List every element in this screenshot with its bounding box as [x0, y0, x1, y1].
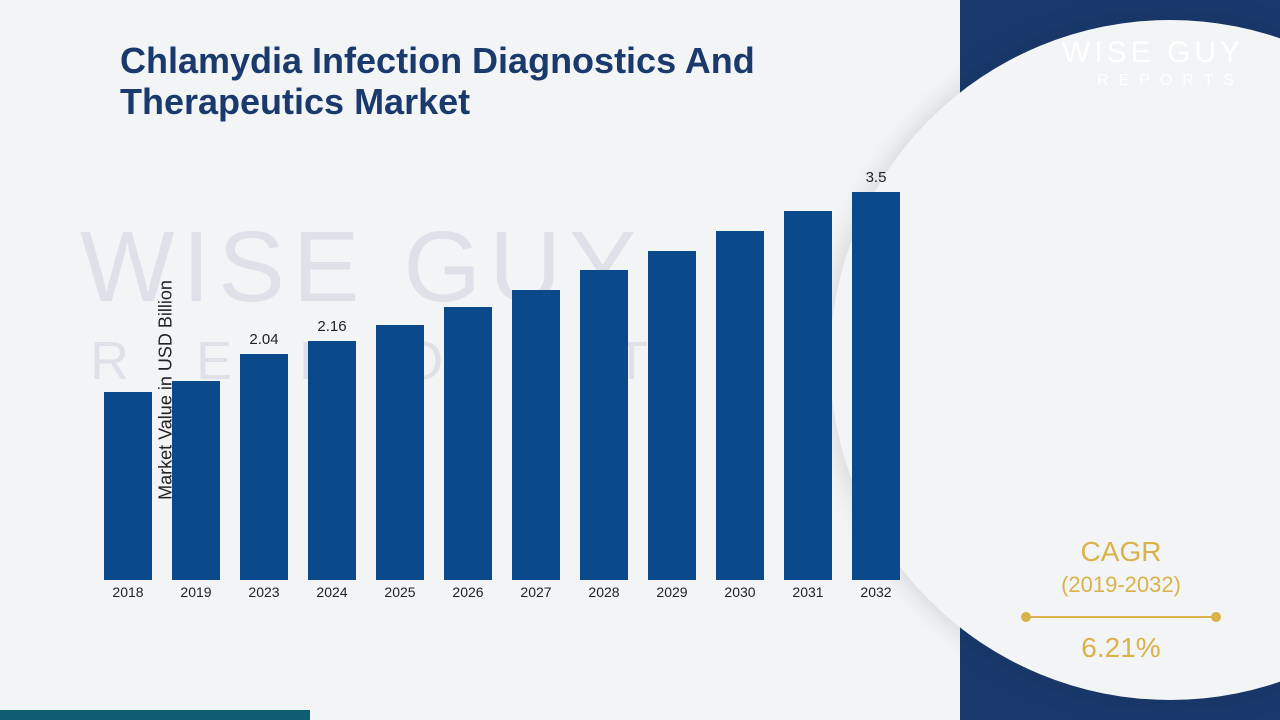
- x-tick-label: 2028: [580, 584, 628, 600]
- x-tick-label: 2032: [852, 584, 900, 600]
- footer-accent-bar: [0, 710, 310, 720]
- bar-slot: 3.5: [852, 170, 900, 580]
- bar: [240, 354, 288, 580]
- bar-value-label: 2.16: [317, 318, 346, 335]
- bar-slot: [444, 170, 492, 580]
- x-tick-label: 2027: [512, 584, 560, 600]
- bar: [172, 381, 220, 580]
- bar: [444, 307, 492, 580]
- bar-slot: [376, 170, 424, 580]
- bar: [580, 270, 628, 580]
- x-tick-label: 2019: [172, 584, 220, 600]
- bar-slot: [104, 170, 152, 580]
- x-tick-label: 2025: [376, 584, 424, 600]
- brand-logo: WISE GUY REPORTS: [1062, 36, 1244, 90]
- brand-logo-bottom: REPORTS: [1062, 72, 1244, 90]
- cagr-title: CAGR: [996, 536, 1246, 568]
- bar: [104, 392, 152, 580]
- x-tick-label: 2030: [716, 584, 764, 600]
- bar-value-label: 2.04: [249, 331, 278, 348]
- cagr-years: (2019-2032): [996, 572, 1246, 598]
- bar-value-label: 3.5: [866, 169, 887, 186]
- bar: [784, 211, 832, 580]
- bar-slot: 2.04: [240, 170, 288, 580]
- cagr-panel: CAGR (2019-2032) 6.21%: [996, 536, 1246, 664]
- bar-slot: [716, 170, 764, 580]
- plot-region: 2.04 2.16 3.5: [104, 170, 920, 580]
- cagr-value: 6.21%: [996, 632, 1246, 664]
- x-tick-label: 2024: [308, 584, 356, 600]
- bar: [376, 325, 424, 580]
- x-tick-label: 2023: [240, 584, 288, 600]
- bar-slot: [784, 170, 832, 580]
- bar: [852, 192, 900, 580]
- brand-logo-top: WISE GUY: [1062, 36, 1244, 70]
- x-tick-label: 2026: [444, 584, 492, 600]
- bar: [716, 231, 764, 580]
- chart-area: Market Value in USD Billion 2.042.163.5 …: [60, 170, 920, 610]
- market-chart-card: WISE GUY R E P O R T S Chlamydia Infecti…: [0, 0, 1280, 720]
- x-tick-label: 2031: [784, 584, 832, 600]
- bar-slot: [580, 170, 628, 580]
- cagr-divider: [1026, 616, 1216, 618]
- x-tick-label: 2029: [648, 584, 696, 600]
- bar-slot: 2.16: [308, 170, 356, 580]
- bar: [648, 251, 696, 580]
- x-tick-label: 2018: [104, 584, 152, 600]
- bar-slot: [172, 170, 220, 580]
- bar-slot: [648, 170, 696, 580]
- chart-title: Chlamydia Infection Diagnostics And Ther…: [120, 40, 820, 123]
- bar: [308, 341, 356, 580]
- bar: [512, 290, 560, 580]
- bar-slot: [512, 170, 560, 580]
